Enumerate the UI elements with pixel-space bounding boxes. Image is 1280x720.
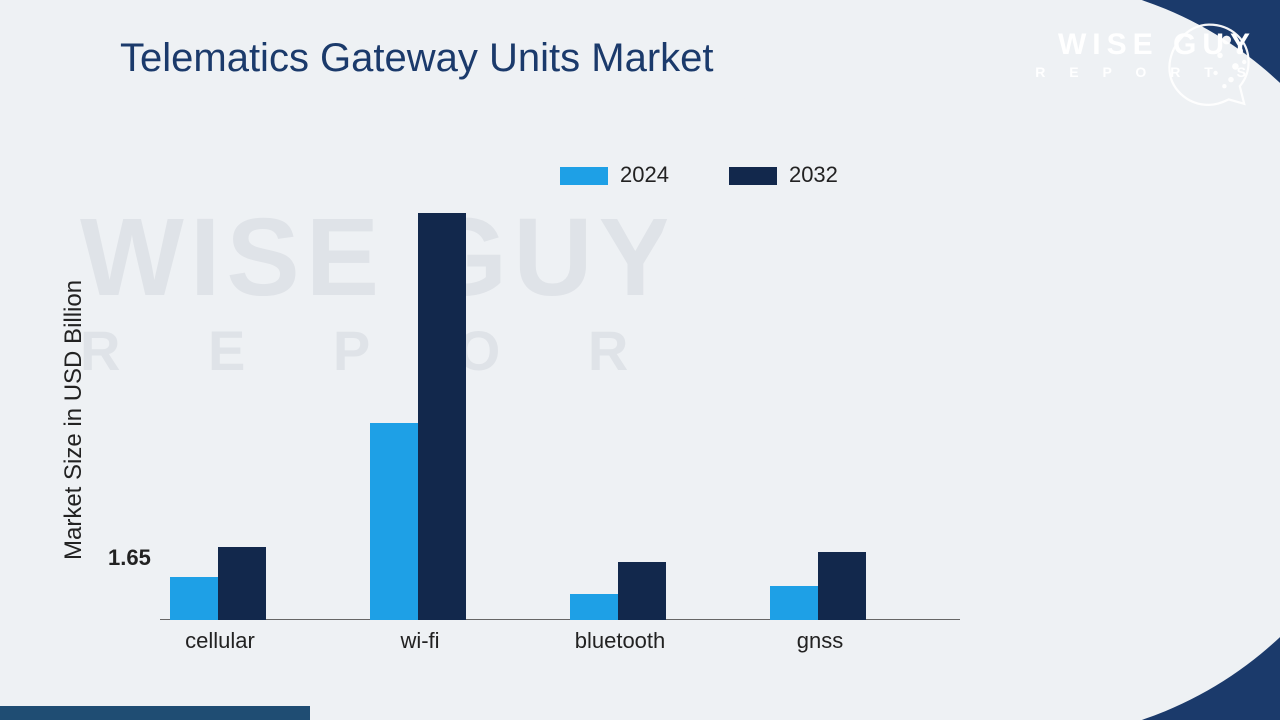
bar (218, 547, 266, 621)
legend-item: 2032 (729, 162, 838, 188)
bar (818, 552, 866, 620)
legend-label: 2024 (620, 162, 669, 187)
legend-swatch (729, 167, 777, 185)
chart-title: Telematics Gateway Units Market (120, 36, 714, 81)
category-label: gnss (720, 628, 920, 654)
bar (570, 594, 618, 620)
footer-accent-bar (0, 706, 310, 720)
legend-swatch (560, 167, 608, 185)
category-label: bluetooth (520, 628, 720, 654)
category-label: wi-fi (320, 628, 520, 654)
value-callout: 1.65 (108, 545, 151, 571)
brand-line2: R E P O R T S (1035, 64, 1256, 80)
bar (418, 213, 466, 620)
bar (770, 586, 818, 620)
bar (618, 562, 666, 620)
brand-logo: WISE GUY R E P O R T S (1035, 28, 1256, 80)
brand-line1: WISE GUY (1035, 28, 1256, 62)
legend: 2024 2032 (560, 162, 838, 188)
category-label: cellular (120, 628, 320, 654)
legend-label: 2032 (789, 162, 838, 187)
y-axis-label: Market Size in USD Billion (60, 280, 88, 560)
chart-canvas: WISE GUY R E P O R T S WISE GUY R E P O R… (0, 0, 1280, 720)
bar (170, 577, 218, 620)
bar (370, 423, 418, 620)
plot-area: cellularwi-fibluetoothgnss1.65 (160, 200, 960, 620)
legend-item: 2024 (560, 162, 669, 188)
